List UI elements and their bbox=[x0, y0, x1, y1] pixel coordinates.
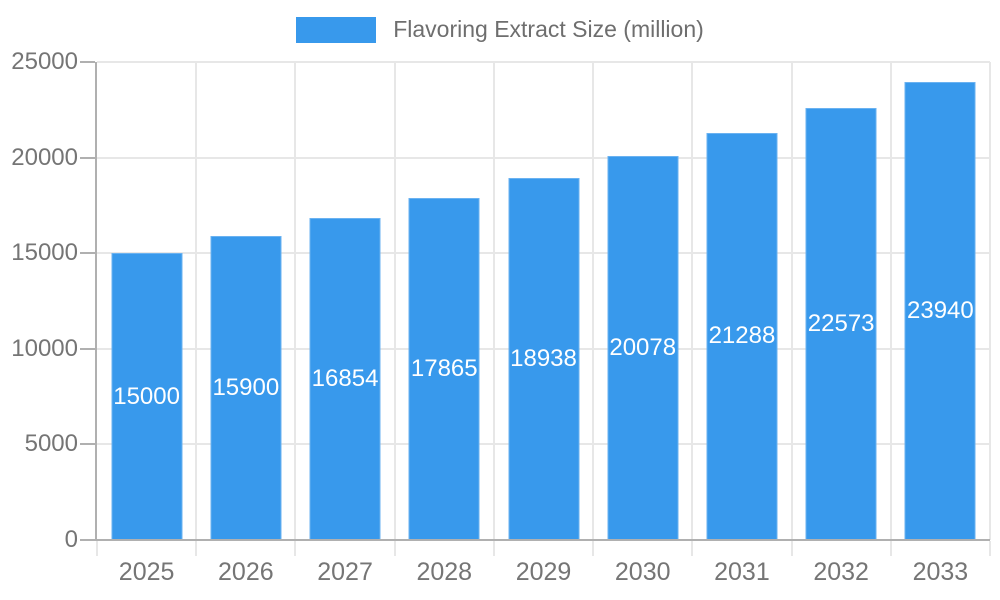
bar-2030[interactable]: 20078 bbox=[607, 156, 679, 540]
bar-2029[interactable]: 18938 bbox=[508, 177, 579, 540]
x-gridline bbox=[294, 62, 297, 540]
y-axis-label: 15000 bbox=[11, 239, 78, 267]
x-gridline bbox=[393, 62, 396, 540]
y-axis-tick bbox=[80, 539, 95, 541]
y-axis-tick bbox=[80, 347, 95, 350]
legend-swatch bbox=[296, 16, 377, 43]
x-gridline bbox=[989, 62, 991, 540]
y-axis-label: 5000 bbox=[24, 430, 78, 458]
x-axis-tick bbox=[294, 541, 297, 556]
bar-value-label: 15000 bbox=[113, 382, 180, 410]
x-axis-tick bbox=[195, 541, 198, 556]
x-axis-line bbox=[80, 539, 990, 541]
bar-2026[interactable]: 15900 bbox=[210, 236, 282, 540]
bar-2028[interactable]: 17865 bbox=[408, 198, 480, 540]
x-axis-tick bbox=[989, 541, 991, 556]
x-axis-label-2028: 2028 bbox=[416, 558, 473, 586]
x-gridline bbox=[195, 62, 198, 540]
bar-2031[interactable]: 21288 bbox=[706, 132, 778, 540]
x-axis-label-2032: 2032 bbox=[813, 558, 869, 586]
x-axis-tick bbox=[96, 541, 98, 556]
x-axis-label-2027: 2027 bbox=[317, 558, 373, 586]
x-axis-tick bbox=[790, 541, 793, 556]
x-gridline bbox=[790, 62, 793, 540]
y-gridline bbox=[97, 61, 990, 63]
y-axis-tick bbox=[80, 61, 95, 63]
y-axis-label: 0 bbox=[64, 526, 78, 553]
x-axis-tick bbox=[393, 541, 396, 556]
bar-2033[interactable]: 23940 bbox=[904, 82, 976, 540]
y-gridline bbox=[97, 156, 990, 159]
x-axis-label-2025: 2025 bbox=[118, 558, 175, 586]
bar-value-label: 16854 bbox=[311, 364, 379, 392]
x-axis-tick bbox=[889, 541, 892, 556]
legend-item-flavoring-extract-size[interactable]: Flavoring Extract Size (million) bbox=[296, 16, 704, 43]
x-axis-label-2026: 2026 bbox=[218, 558, 274, 586]
x-axis-tick bbox=[592, 541, 595, 556]
x-gridline bbox=[889, 62, 892, 540]
y-axis-tick bbox=[80, 156, 95, 159]
bar-value-label: 18938 bbox=[510, 344, 577, 372]
y-axis-tick bbox=[80, 443, 95, 446]
x-axis-label-2033: 2033 bbox=[912, 558, 969, 586]
x-axis-tick bbox=[492, 541, 495, 556]
y-axis-tick bbox=[80, 252, 95, 255]
y-axis-label: 10000 bbox=[11, 334, 78, 362]
bar-value-label: 15900 bbox=[212, 374, 280, 401]
bar-value-label: 17865 bbox=[410, 355, 478, 383]
bar-value-label: 23940 bbox=[907, 297, 974, 325]
bar-value-label: 21288 bbox=[708, 322, 776, 350]
x-gridline bbox=[492, 62, 495, 540]
x-gridline bbox=[592, 62, 595, 540]
bar-2025[interactable]: 15000 bbox=[111, 253, 183, 540]
bar-value-label: 20078 bbox=[609, 334, 677, 362]
legend-label: Flavoring Extract Size (million) bbox=[393, 16, 704, 42]
x-gridline bbox=[691, 62, 694, 540]
x-axis-label-2030: 2030 bbox=[614, 558, 671, 586]
bar-2027[interactable]: 16854 bbox=[309, 217, 381, 540]
bar-value-label: 22573 bbox=[807, 310, 875, 338]
x-axis-label-2029: 2029 bbox=[515, 558, 572, 586]
y-axis-label: 25000 bbox=[11, 48, 78, 75]
x-axis-tick bbox=[691, 541, 694, 556]
y-axis-label: 20000 bbox=[11, 143, 78, 171]
chart-legend: Flavoring Extract Size (million) bbox=[0, 16, 1000, 43]
plot-area: 0 5000 10000 15000 20000 25000 15000 2025 15900 2… bbox=[11, 48, 991, 586]
y-axis-line bbox=[95, 62, 97, 541]
x-axis-label-2031: 2031 bbox=[714, 558, 770, 586]
bar-2032[interactable]: 22573 bbox=[805, 108, 877, 540]
